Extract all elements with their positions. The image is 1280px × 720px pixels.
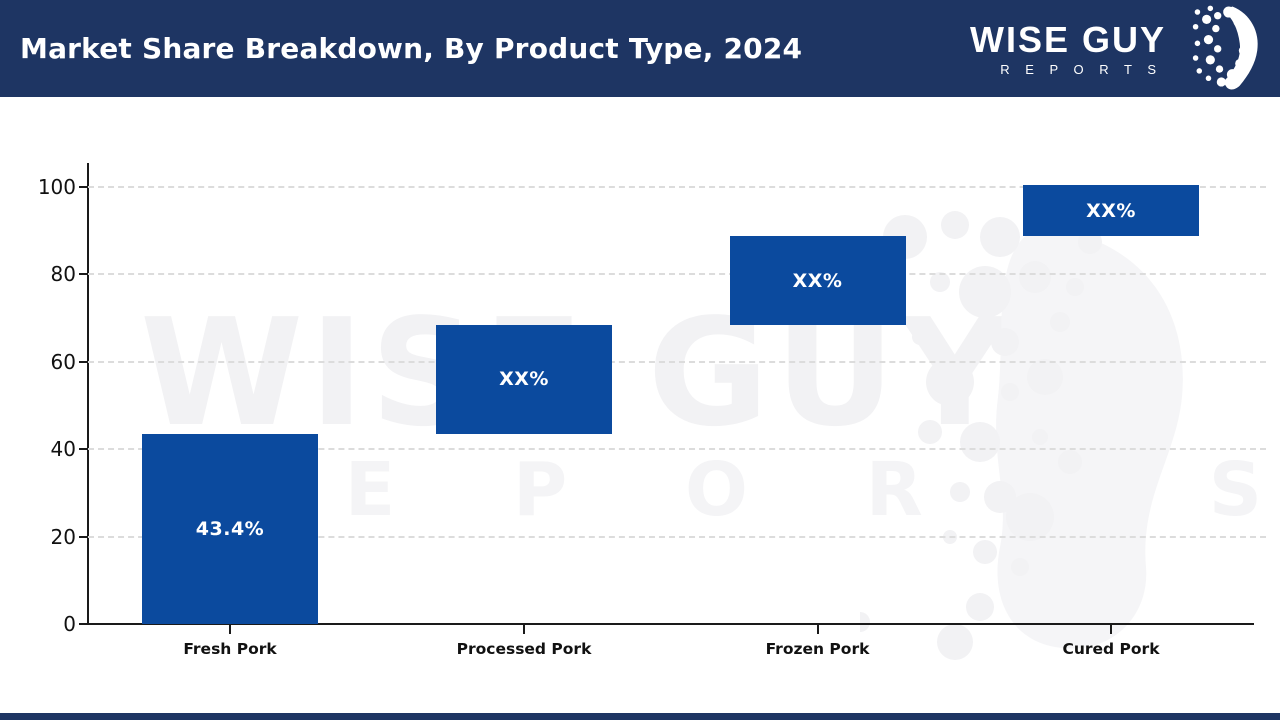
- bar-value-label: XX%: [499, 368, 549, 391]
- x-tick-4: [1110, 625, 1112, 634]
- category-label-4: Cured Pork: [1062, 640, 1160, 658]
- y-tick-40: [79, 448, 88, 450]
- category-label-2: Processed Pork: [456, 640, 592, 658]
- category-label-3: Frozen Pork: [765, 640, 870, 658]
- y-tick-20: [79, 535, 88, 538]
- y-tick-label-40: 40: [50, 437, 76, 461]
- bar-fresh-pork: 43.4%: [142, 434, 318, 624]
- logo-wordmark: WISE GUY: [969, 18, 1166, 60]
- wise-guy-logo: WISE GUY R E P O R T S: [970, 2, 1260, 96]
- chart-area: WISE GUY R E P O R T S 0 20 40 60 80 100 43.4%…: [0, 97, 1280, 713]
- x-tick-2: [523, 625, 525, 634]
- bar-value-label: XX%: [792, 269, 843, 292]
- y-tick-label-0: 0: [63, 612, 76, 636]
- bar-frozen-pork: XX%: [729, 236, 906, 325]
- y-tick-100: [79, 185, 88, 188]
- logo-face-icon: [1168, 2, 1260, 96]
- logo-text: WISE GUY R E P O R T S: [969, 18, 1166, 77]
- gridline-60: [88, 360, 1266, 363]
- bar-cured-pork: XX%: [1023, 185, 1199, 237]
- y-tick-label-60: 60: [50, 349, 76, 374]
- x-tick-1: [229, 625, 231, 634]
- x-tick-3: [816, 625, 819, 634]
- category-label-1: Fresh Pork: [183, 640, 277, 658]
- page-title: Market Share Breakdown, By Product Type,…: [20, 32, 803, 65]
- header-bar: Market Share Breakdown, By Product Type,…: [0, 0, 1280, 97]
- y-tick-label-80: 80: [50, 262, 76, 286]
- footer-bar: [0, 713, 1280, 720]
- y-tick-0: [79, 623, 88, 625]
- y-axis-line: [87, 163, 89, 624]
- gridline-80: [88, 273, 1266, 275]
- logo-subtitle: R E P O R T S: [1000, 61, 1162, 77]
- gridline-40: [88, 448, 1266, 450]
- x-axis-line: [87, 623, 1254, 625]
- y-tick-60: [79, 360, 88, 363]
- bar-processed-pork: XX%: [436, 324, 612, 435]
- bar-value-label: XX%: [1086, 199, 1136, 222]
- y-tick-label-100: 100: [37, 174, 76, 199]
- gridline-100: [88, 185, 1266, 188]
- bar-value-label: 43.4%: [195, 518, 265, 541]
- y-tick-label-20: 20: [50, 524, 76, 549]
- gridline-20: [88, 535, 1266, 538]
- y-tick-80: [79, 273, 88, 275]
